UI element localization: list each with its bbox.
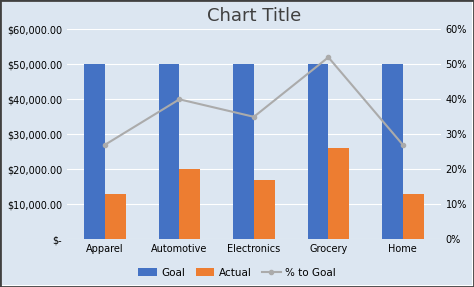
% to Goal (176, 98, 182, 101)
Bar (403, 194, 424, 239)
% to Goal (102, 143, 108, 147)
Bar (233, 64, 254, 239)
% to Goal (251, 115, 257, 119)
Bar (179, 169, 200, 239)
% to Goal (400, 143, 406, 147)
Line: % to Goal: % to Goal (103, 55, 405, 147)
% to Goal (326, 56, 331, 59)
Title: Chart Title: Chart Title (207, 7, 301, 25)
Bar (105, 194, 126, 239)
Bar (158, 64, 179, 239)
Bar (328, 148, 349, 239)
Bar (254, 180, 275, 239)
Bar (84, 64, 105, 239)
Bar (308, 64, 328, 239)
Bar (382, 64, 403, 239)
Legend: Goal, Actual, % to Goal: Goal, Actual, % to Goal (134, 263, 340, 282)
